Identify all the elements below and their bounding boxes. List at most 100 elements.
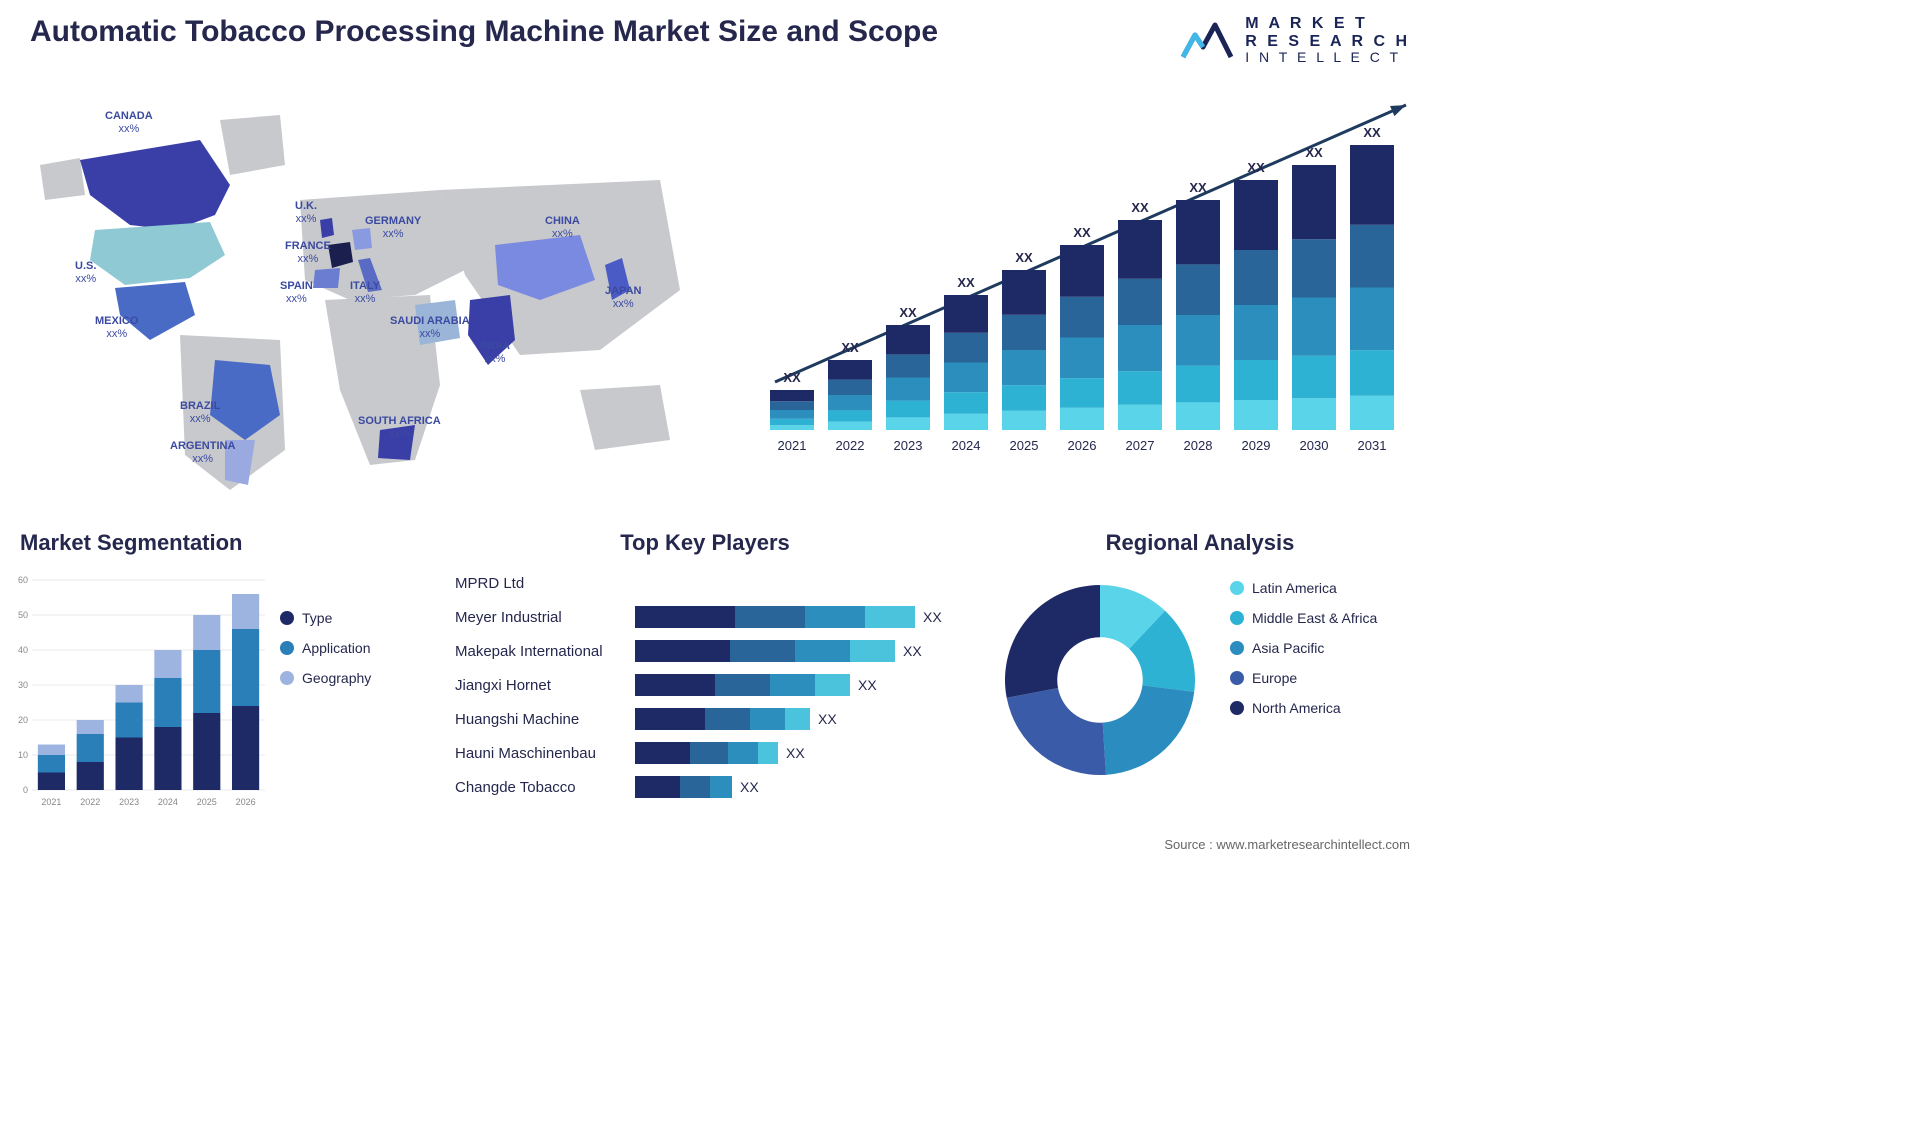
growth-bar-seg [1350,225,1394,288]
growth-bar-seg [1118,325,1162,371]
map-label-japan: JAPANxx% [605,285,641,311]
growth-bar-value: XX [1073,225,1091,240]
growth-bar-seg [770,410,814,419]
player-bar-seg [680,776,710,798]
map-label-u.s.: U.S.xx% [75,260,96,286]
seg-bar-seg [232,594,259,629]
player-value: XX [858,677,877,693]
player-name: Meyer Industrial [455,609,635,626]
growth-bar-seg [886,325,930,354]
map-region-spain [313,268,340,288]
map-label-south-africa: SOUTH AFRICAxx% [358,415,441,441]
growth-bar-seg [1118,220,1162,279]
key-players-list: MPRD Ltd Meyer Industrial XX Makepak Intern… [455,566,955,804]
player-name: Jiangxi Hornet [455,677,635,694]
legend-dot [1230,701,1244,715]
page-title: Automatic Tobacco Processing Machine Mar… [30,15,938,49]
growth-bar-value: XX [841,340,859,355]
seg-bar-seg [115,703,142,738]
growth-bar-value: XX [783,370,801,385]
seg-bar-seg [232,706,259,790]
legend-label: Application [302,640,371,656]
seg-year-label: 2026 [236,797,256,807]
growth-bar-seg [1002,385,1046,411]
player-row: Jiangxi Hornet XX [455,668,955,702]
player-bar-seg [728,742,758,764]
growth-bar-seg [1234,250,1278,305]
player-bar-seg [750,708,785,730]
player-bar-seg [770,674,815,696]
donut-slice [1007,688,1106,775]
map-label-spain: SPAINxx% [280,280,313,306]
region-legend-item: North America [1230,700,1377,716]
growth-bar-seg [1002,350,1046,385]
growth-bar-seg [944,392,988,414]
seg-bar-seg [77,720,104,734]
player-bar-seg [635,606,735,628]
growth-bar-value: XX [1305,145,1323,160]
regional-title: Regional Analysis [990,530,1410,556]
growth-year-label: 2027 [1126,438,1155,453]
growth-bar-seg [770,425,814,430]
seg-ytick: 60 [18,575,28,585]
growth-bar-seg [944,295,988,333]
growth-year-label: 2024 [952,438,981,453]
donut-slice [1005,585,1100,698]
player-value: XX [923,609,942,625]
map-label-argentina: ARGENTINAxx% [170,440,235,466]
map-label-france: FRANCExx% [285,240,331,266]
seg-bar-seg [154,727,181,790]
map-label-china: CHINAxx% [545,215,580,241]
player-bar-seg [635,708,705,730]
map-region-aus-bg [580,385,670,450]
player-bar [635,742,778,764]
growth-bar-seg [828,360,872,380]
growth-bar-value: XX [899,305,917,320]
map-region-canada [80,140,230,230]
growth-bar-seg [1176,315,1220,366]
player-value: XX [740,779,759,795]
player-name: MPRD Ltd [455,575,635,592]
seg-legend-item: Type [280,610,371,626]
legend-dot [1230,671,1244,685]
seg-legend-item: Application [280,640,371,656]
growth-bar-seg [1176,264,1220,315]
seg-svg: 0102030405060202120222023202420252026 [10,570,270,810]
growth-bar-seg [1118,405,1162,430]
growth-year-label: 2029 [1242,438,1271,453]
map-region-uk [320,218,334,238]
map-label-mexico: MEXICOxx% [95,315,138,341]
player-name: Changde Tobacco [455,779,635,796]
world-map: CANADAxx%U.S.xx%MEXICOxx%BRAZILxx%ARGENT… [20,90,700,490]
trend-arrow-head [1390,105,1406,116]
logo: M A R K E T R E S E A R C H I N T E L L … [1179,15,1410,66]
growth-bar-seg [828,410,872,421]
regional-legend: Latin AmericaMiddle East & AfricaAsia Pa… [1230,580,1377,730]
player-bar-seg [850,640,895,662]
growth-bar-seg [1234,305,1278,360]
growth-bar-value: XX [1131,200,1149,215]
seg-ytick: 0 [23,785,28,795]
player-row: Makepak InternationalXX [455,634,955,668]
seg-bar-seg [77,734,104,762]
player-row: Meyer Industrial XX [455,600,955,634]
player-bar-seg [795,640,850,662]
growth-bar-value: XX [1189,180,1207,195]
segmentation-chart: 0102030405060202120222023202420252026 [10,570,270,810]
player-bar-wrap: XX [635,776,955,798]
player-bar-seg [635,674,715,696]
player-bar [635,640,895,662]
map-label-brazil: BRAZILxx% [180,400,220,426]
seg-year-label: 2023 [119,797,139,807]
region-legend-item: Middle East & Africa [1230,610,1377,626]
map-label-italy: ITALYxx% [350,280,380,306]
player-bar-seg [758,742,778,764]
legend-label: Type [302,610,332,626]
player-row: Huangshi MachineXX [455,702,955,736]
player-bar [635,708,810,730]
seg-bar-seg [115,685,142,703]
player-bar-seg [635,742,690,764]
growth-bar-seg [770,401,814,410]
growth-bar-seg [1292,298,1336,356]
growth-bar-seg [1350,396,1394,430]
